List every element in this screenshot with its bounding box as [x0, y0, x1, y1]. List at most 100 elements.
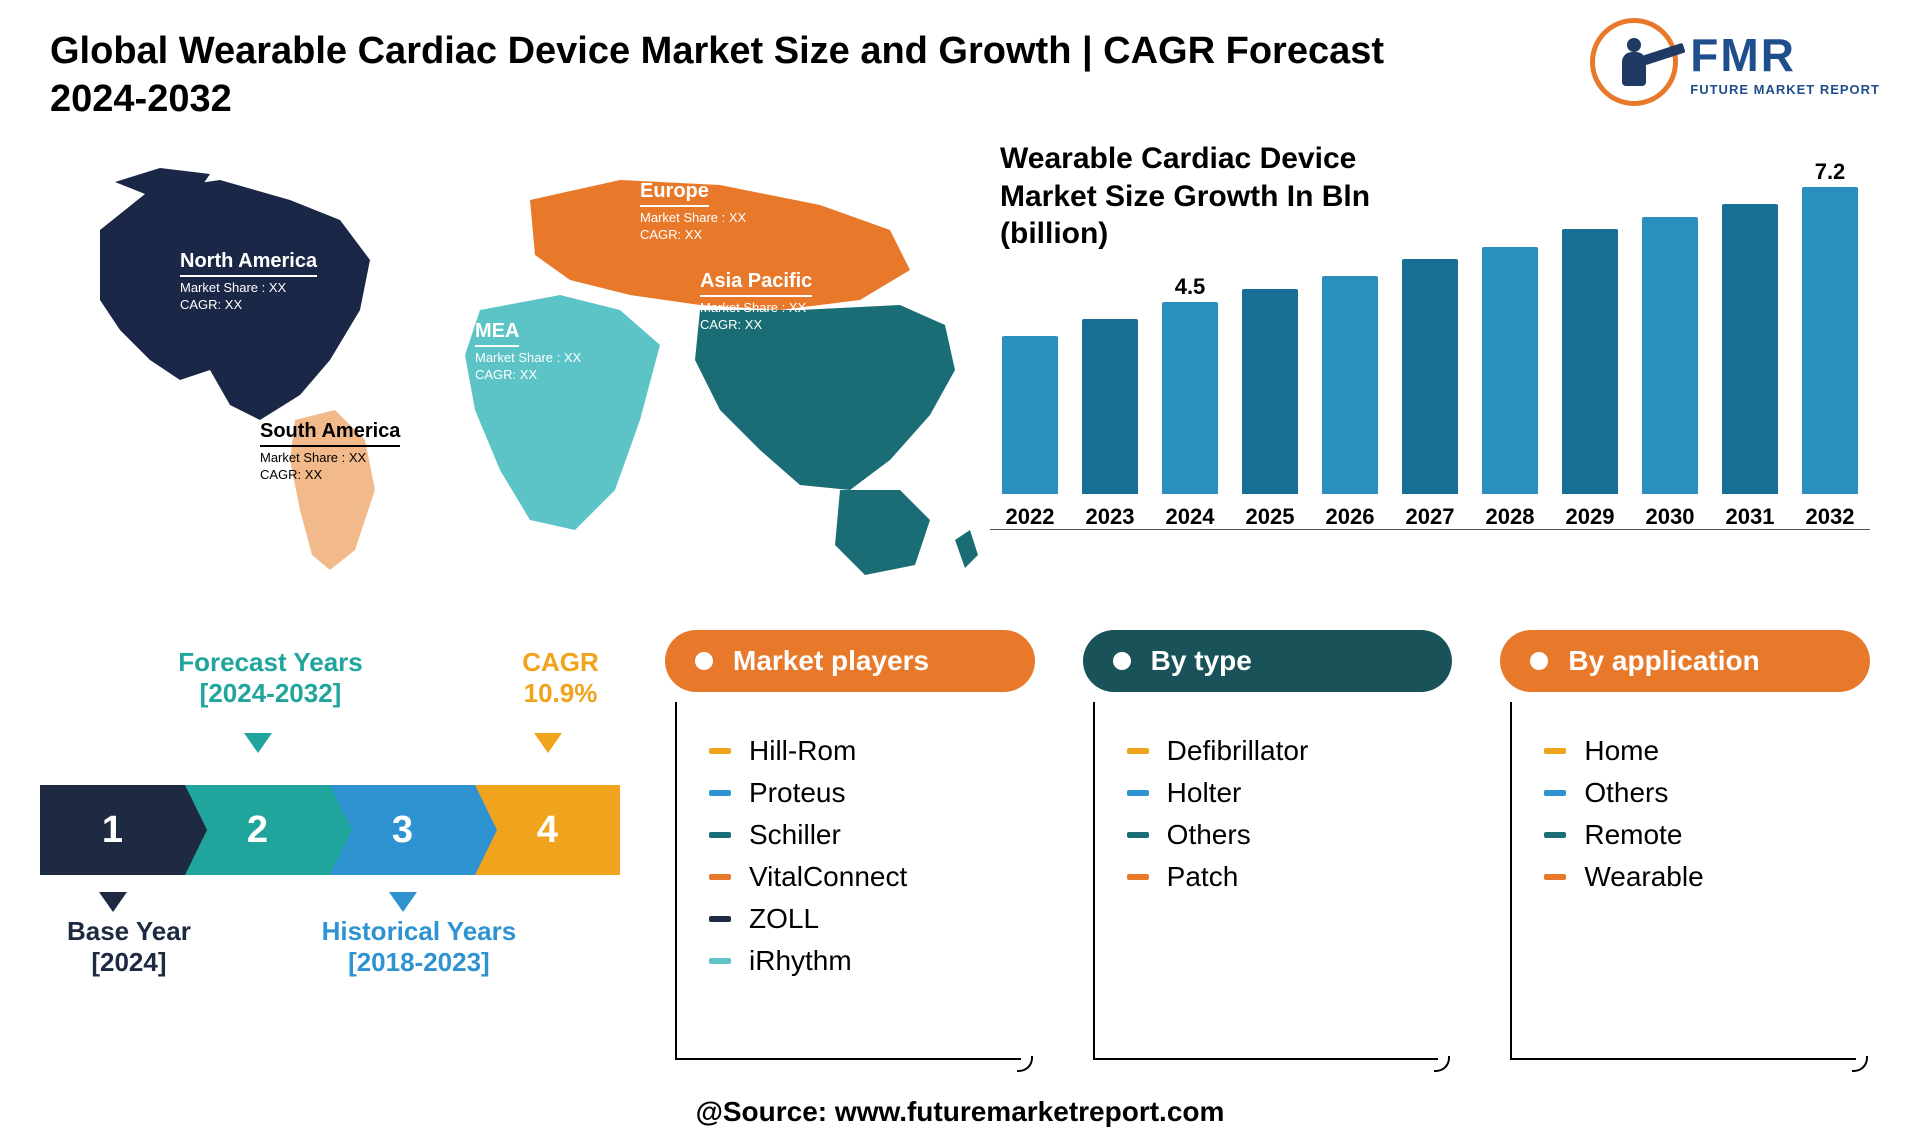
region-stat: CAGR: XX	[180, 297, 317, 314]
world-map: North AmericaMarket Share : XXCAGR: XXSo…	[60, 160, 980, 580]
list-item-label: Hill-Rom	[749, 730, 856, 772]
frame-line	[1093, 702, 1095, 1060]
frame-line	[1510, 1058, 1856, 1060]
list-item: Wearable	[1544, 856, 1862, 898]
region-name: Asia Pacific	[700, 270, 812, 297]
bar	[1482, 247, 1538, 494]
dot-icon	[695, 652, 713, 670]
list-item-label: Wearable	[1584, 856, 1703, 898]
page-title: Global Wearable Cardiac Device Market Si…	[50, 28, 1450, 123]
bar	[1082, 319, 1138, 494]
region-stat: CAGR: XX	[475, 367, 581, 384]
region-callout-europe: EuropeMarket Share : XXCAGR: XX	[640, 180, 746, 244]
list-item-label: Others	[1167, 814, 1251, 856]
chevron-up-icon	[99, 892, 127, 912]
category-pill: By application	[1500, 630, 1870, 692]
dot-icon	[1530, 652, 1548, 670]
bar-wrap: 7.22032	[1798, 187, 1862, 530]
region-callout-north_america: North AmericaMarket Share : XXCAGR: XX	[180, 250, 317, 314]
list-item-label: Remote	[1584, 814, 1682, 856]
list-item: Others	[1544, 772, 1862, 814]
bar-x-label: 2024	[1166, 504, 1215, 530]
bar-wrap: 2026	[1318, 276, 1382, 530]
list-item: Hill-Rom	[709, 730, 1027, 772]
frame-line	[675, 702, 677, 1060]
bullet-icon	[1127, 748, 1149, 754]
timeline-label-below: Base Year[2024]	[14, 916, 244, 978]
bar-x-label: 2027	[1406, 504, 1455, 530]
category-column: By application HomeOthersRemoteWearable	[1500, 630, 1870, 1070]
bar-x-label: 2026	[1326, 504, 1375, 530]
timeline-label-above: CAGR10.9%	[461, 647, 661, 709]
category-list: HomeOthersRemoteWearable	[1544, 730, 1862, 898]
bullet-icon	[1127, 790, 1149, 796]
category-title: By type	[1151, 645, 1252, 677]
bar-wrap: 2031	[1718, 204, 1782, 530]
list-item: Home	[1544, 730, 1862, 772]
category-column: Market players Hill-RomProteusSchillerVit…	[665, 630, 1035, 1070]
bar-wrap: 2029	[1558, 229, 1622, 530]
list-item: Holter	[1127, 772, 1445, 814]
bullet-icon	[709, 958, 731, 964]
logo-acronym: FMR	[1690, 28, 1880, 82]
bar-x-label: 2023	[1086, 504, 1135, 530]
bullet-icon	[1127, 832, 1149, 838]
timeline-label-below: Historical Years[2018-2023]	[304, 916, 534, 978]
frame-line	[675, 1058, 1021, 1060]
list-item: Patch	[1127, 856, 1445, 898]
list-item-label: Others	[1584, 772, 1668, 814]
category-column: By type DefibrillatorHolterOthersPatch	[1083, 630, 1453, 1070]
list-item-label: Holter	[1167, 772, 1242, 814]
region-callout-south_america: South AmericaMarket Share : XXCAGR: XX	[260, 420, 400, 484]
timeline: Forecast Years[2024-2032]CAGR10.9% 1234 …	[40, 655, 620, 1035]
bar	[1642, 217, 1698, 494]
frame-curl-icon	[1852, 1056, 1868, 1072]
bar-wrap: 2028	[1478, 247, 1542, 530]
bar-x-label: 2025	[1246, 504, 1295, 530]
bar-x-label: 2030	[1646, 504, 1695, 530]
category-list: DefibrillatorHolterOthersPatch	[1127, 730, 1445, 898]
list-item: VitalConnect	[709, 856, 1027, 898]
chevron-down-icon	[244, 733, 272, 753]
list-item-label: VitalConnect	[749, 856, 907, 898]
bullet-icon	[1127, 874, 1149, 880]
list-item: Defibrillator	[1127, 730, 1445, 772]
bullet-icon	[709, 874, 731, 880]
list-item-label: Defibrillator	[1167, 730, 1309, 772]
category-title: Market players	[733, 645, 929, 677]
frame-curl-icon	[1434, 1056, 1450, 1072]
list-item-label: Patch	[1167, 856, 1239, 898]
region-stat: Market Share : XX	[260, 450, 400, 467]
bar	[1562, 229, 1618, 494]
bullet-icon	[709, 748, 731, 754]
bar-chart: Wearable Cardiac Device Market Size Grow…	[990, 140, 1870, 570]
region-name: North America	[180, 250, 317, 277]
region-stat: CAGR: XX	[640, 227, 746, 244]
bar-wrap: 2023	[1078, 319, 1142, 530]
bar-wrap: 2025	[1238, 289, 1302, 530]
list-item: iRhythm	[709, 940, 1027, 982]
region-stat: CAGR: XX	[700, 317, 812, 334]
bar-x-label: 2022	[1006, 504, 1055, 530]
logo-subtitle: FUTURE MARKET REPORT	[1690, 82, 1880, 97]
bar	[1242, 289, 1298, 494]
region-name: MEA	[475, 320, 519, 347]
region-stat: Market Share : XX	[700, 300, 812, 317]
bar: 4.5	[1162, 302, 1218, 494]
bar-x-label: 2029	[1566, 504, 1615, 530]
list-item-label: Proteus	[749, 772, 846, 814]
category-pill: Market players	[665, 630, 1035, 692]
bar	[1322, 276, 1378, 494]
list-item-label: iRhythm	[749, 940, 852, 982]
region-stat: CAGR: XX	[260, 467, 400, 484]
bullet-icon	[1544, 874, 1566, 880]
chevron-down-icon	[534, 733, 562, 753]
timeline-label-above: Forecast Years[2024-2032]	[171, 647, 371, 709]
list-item: Schiller	[709, 814, 1027, 856]
bar	[1002, 336, 1058, 494]
list-item: Others	[1127, 814, 1445, 856]
bullet-icon	[709, 916, 731, 922]
region-stat: Market Share : XX	[640, 210, 746, 227]
bar	[1402, 259, 1458, 494]
bullet-icon	[709, 790, 731, 796]
